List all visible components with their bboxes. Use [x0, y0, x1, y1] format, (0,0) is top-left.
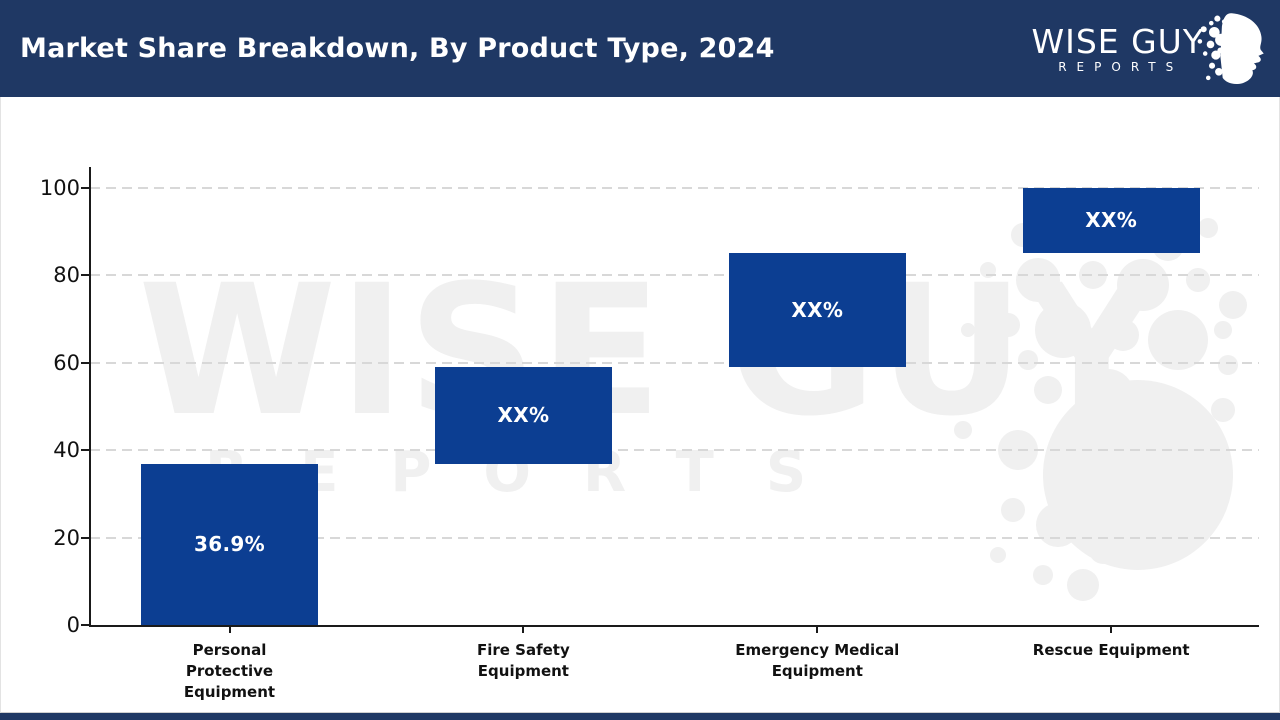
logo-line2: REPORTS — [1058, 59, 1184, 74]
x-category-label: Emergency Medical Equipment — [735, 641, 900, 680]
y-axis-tick-label: 100 — [39, 175, 80, 200]
y-gridline — [90, 449, 1259, 451]
x-category-label: Rescue Equipment — [1032, 641, 1190, 659]
y-axis-tick-mark — [81, 624, 90, 626]
logo-line1: WISE GUY — [1031, 21, 1204, 61]
y-axis-tick-label: 0 — [66, 613, 80, 637]
x-axis-tick-mark — [816, 625, 819, 633]
x-axis-line — [89, 625, 1259, 627]
y-gridline — [90, 361, 1259, 364]
logo-wordmark: WISE GUY REPORTS — [1031, 25, 1204, 73]
header-bar: Market Share Breakdown, By Product Type,… — [0, 0, 1280, 97]
brand-logo: WISE GUY REPORTS — [1031, 5, 1266, 93]
y-gridline — [90, 536, 1259, 539]
bar-segment: XX% — [728, 253, 906, 367]
y-axis-tick-mark — [81, 186, 90, 189]
logo-face-icon — [1197, 12, 1264, 84]
y-axis-tick-label: 40 — [53, 438, 80, 462]
bar-value-label: XX% — [497, 403, 550, 428]
bar-value-label: XX% — [1085, 208, 1138, 233]
bar-segment: XX% — [1022, 187, 1200, 254]
bar-value-label: XX% — [791, 298, 844, 322]
y-gridline — [90, 186, 1259, 189]
y-axis-tick-label: 80 — [53, 263, 80, 287]
bar-segment: XX% — [434, 366, 612, 464]
x-axis-tick-mark — [228, 625, 231, 633]
y-axis-line — [89, 167, 91, 627]
footer-accent-bar — [0, 713, 1280, 720]
chart-title: Market Share Breakdown, By Product Type,… — [20, 33, 775, 64]
y-gridline — [90, 274, 1259, 276]
y-axis-tick-mark — [81, 274, 90, 276]
y-axis-tick-mark — [81, 449, 90, 451]
x-axis-tick-mark — [522, 625, 525, 633]
x-axis-tick-mark — [1110, 625, 1113, 633]
y-axis-tick-mark — [81, 536, 90, 539]
x-category-label: Personal Protective Equipment — [183, 641, 276, 701]
y-axis-tick-mark — [81, 361, 90, 364]
bar-value-label: 36.9% — [194, 532, 265, 557]
y-axis-tick-label: 20 — [53, 525, 80, 550]
y-axis-tick-label: 60 — [53, 350, 80, 375]
x-category-label: Fire Safety Equipment — [477, 641, 570, 680]
bar-segment: 36.9% — [141, 463, 318, 625]
